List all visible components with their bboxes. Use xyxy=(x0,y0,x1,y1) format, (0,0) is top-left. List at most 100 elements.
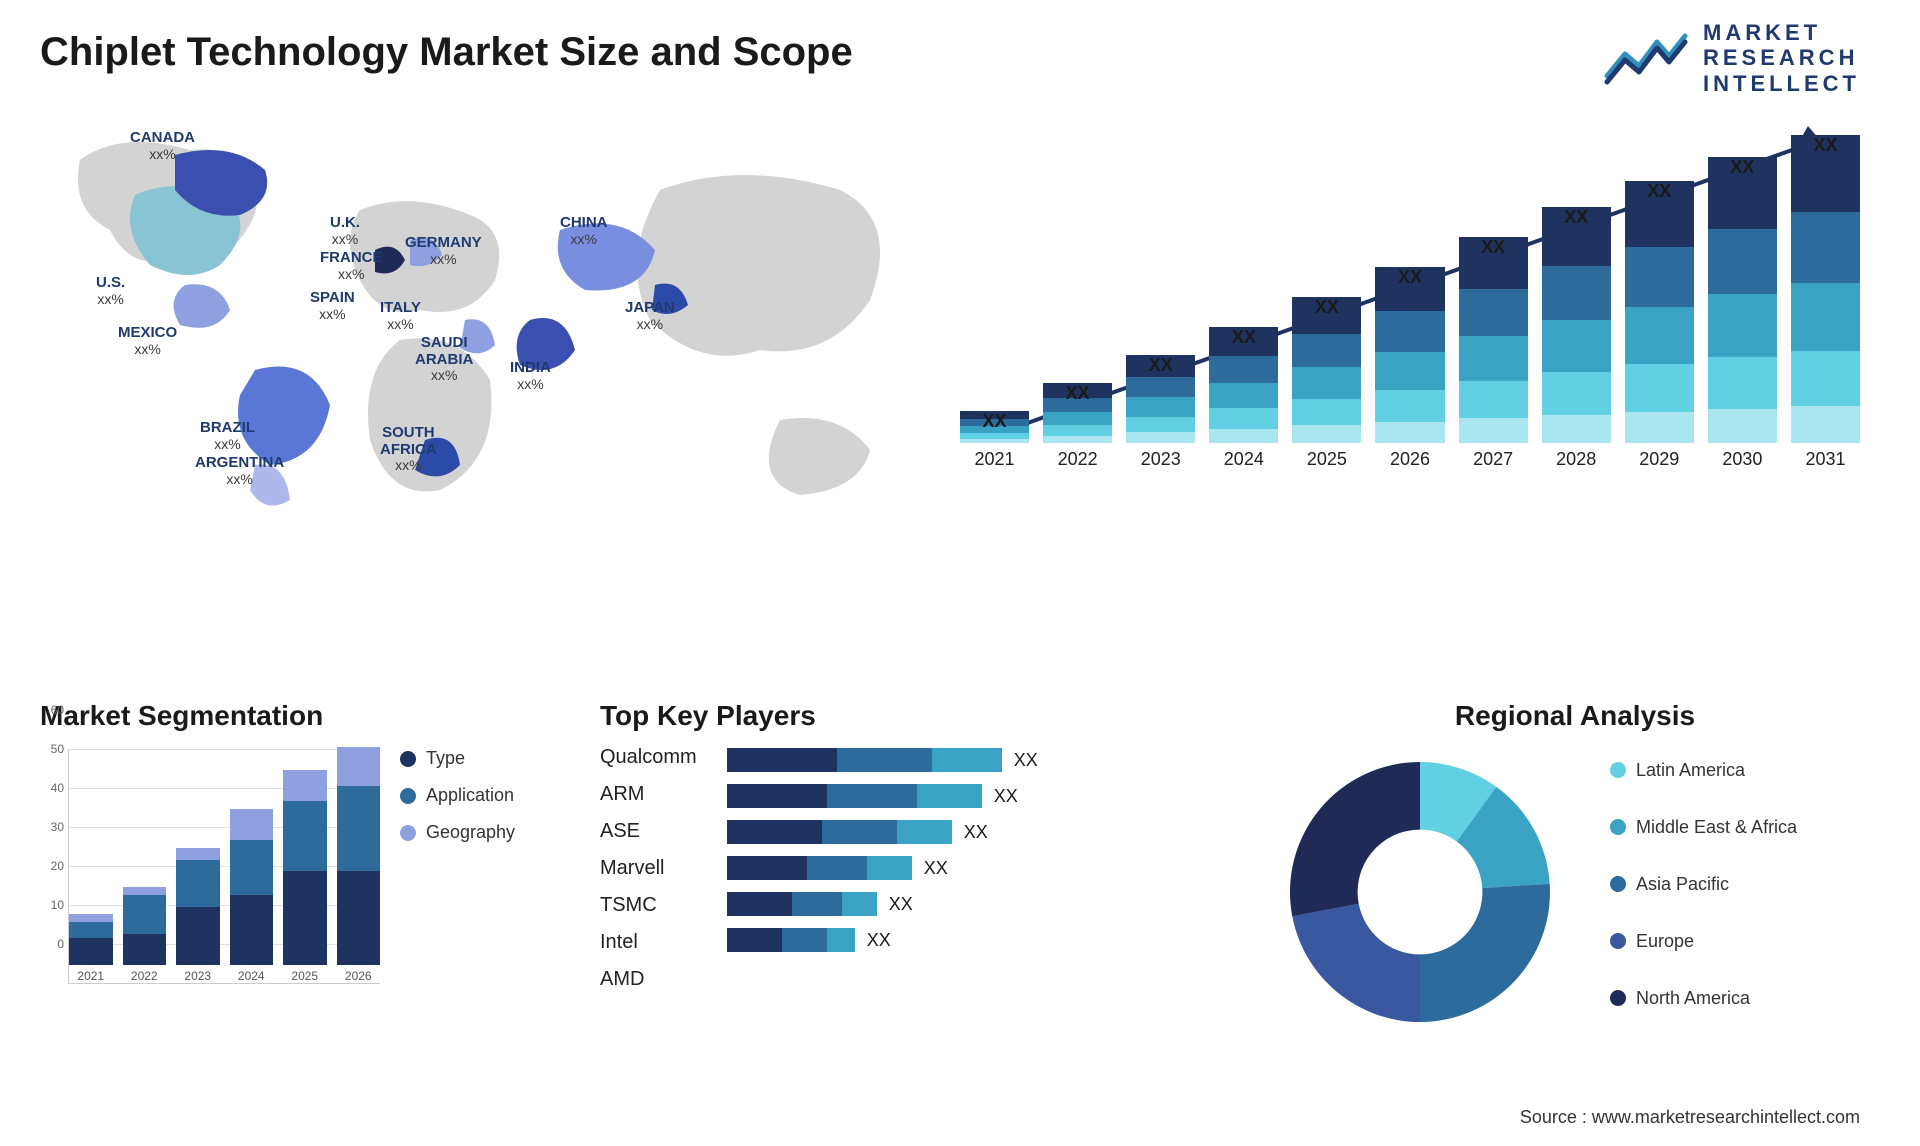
bigbar-2024: XX2024 xyxy=(1209,327,1278,470)
player-name: TSMC xyxy=(600,894,697,917)
bigbar-year: 2031 xyxy=(1805,449,1845,470)
seg-year: 2025 xyxy=(291,969,318,983)
region-section: Regional Analysis Latin America Middle Ea… xyxy=(1270,700,1880,1042)
player-bar-value: XX xyxy=(867,930,891,951)
player-bar-value: XX xyxy=(964,822,988,843)
bigbar-year: 2029 xyxy=(1639,449,1679,470)
map-label-saudi-arabia: SAUDIARABIAxx% xyxy=(415,335,473,385)
seg-year: 2023 xyxy=(184,969,211,983)
legend-label: Type xyxy=(426,748,465,769)
bigbar-2028: XX 2028 xyxy=(1542,207,1611,470)
seg-legend-item: Application xyxy=(400,785,515,806)
region-legend: Latin America Middle East & Africa Asia Pa… xyxy=(1610,760,1797,1025)
market-size-chart: XX2021XX2022XX2023XX2024XX2025XX2026XX20… xyxy=(960,120,1860,500)
map-label-germany: GERMANYxx% xyxy=(405,235,482,268)
bigbar-2022: XX 2022 xyxy=(1043,383,1112,470)
region-legend-item: Middle East & Africa xyxy=(1610,817,1797,838)
map-label-mexico: MEXICOxx% xyxy=(118,325,177,358)
bigbar-year: 2023 xyxy=(1141,449,1181,470)
world-map: CANADAxx% U.S.xx% MEXICOxx% BRAZILxx%ARGENT… xyxy=(40,120,920,520)
logo-icon xyxy=(1603,30,1689,86)
player-bar-value: XX xyxy=(994,786,1018,807)
player-name: Qualcomm xyxy=(600,746,697,769)
map-label-canada: CANADAxx% xyxy=(130,130,195,163)
bigbar-2030: XX 2030 xyxy=(1708,157,1777,470)
player-bar-row: XX xyxy=(727,748,1220,772)
player-bar-row: XX xyxy=(727,784,1220,808)
source-caption: Source : www.marketresearchintellect.com xyxy=(1520,1107,1860,1128)
seg-year: 2022 xyxy=(131,969,158,983)
player-bar-row: XX xyxy=(727,820,1220,844)
world-map-svg xyxy=(40,120,920,520)
map-label-south-africa: SOUTHAFRICAxx% xyxy=(380,425,437,475)
bigbar-2025: XX2025 xyxy=(1292,297,1361,470)
map-label-italy: ITALYxx% xyxy=(380,300,421,333)
legend-label: North America xyxy=(1636,988,1750,1009)
players-list: QualcommARMASEMarvellTSMCIntelAMD xyxy=(600,746,697,991)
donut-slice xyxy=(1290,762,1420,916)
page-title: Chiplet Technology Market Size and Scope xyxy=(40,30,853,75)
legend-dot-icon xyxy=(1610,819,1626,835)
legend-dot-icon xyxy=(1610,990,1626,1006)
bigbar-2029: XX2029 xyxy=(1625,181,1694,470)
seg-ytick: 60 xyxy=(51,703,64,717)
map-label-india: INDIAxx% xyxy=(510,360,551,393)
seg-bar-2021: 2021 xyxy=(69,914,113,983)
donut-slice xyxy=(1420,884,1550,1022)
map-label-argentina: ARGENTINAxx% xyxy=(195,455,284,488)
player-name: ARM xyxy=(600,783,697,806)
region-legend-item: Europe xyxy=(1610,931,1797,952)
bigbar-year: 2021 xyxy=(975,449,1015,470)
map-label-france: FRANCExx% xyxy=(320,250,383,283)
region-title: Regional Analysis xyxy=(1270,700,1880,732)
map-region-mexico xyxy=(174,284,230,328)
segmentation-legend: Type Application Geography xyxy=(400,748,515,859)
map-label-japan: JAPANxx% xyxy=(625,300,675,333)
legend-label: Middle East & Africa xyxy=(1636,817,1797,838)
legend-dot-icon xyxy=(400,788,416,804)
map-label-brazil: BRAZILxx% xyxy=(200,420,255,453)
legend-label: Application xyxy=(426,785,514,806)
bigbar-value: XX xyxy=(1066,383,1090,404)
seg-ytick: 20 xyxy=(51,859,64,873)
logo-line1: MARKET xyxy=(1703,20,1860,45)
player-name: Marvell xyxy=(600,857,697,880)
bigbar-value: XX xyxy=(1813,135,1837,156)
bigbar-year: 2022 xyxy=(1058,449,1098,470)
donut-slice xyxy=(1292,904,1420,1022)
seg-bar-2022: 2022 xyxy=(123,887,167,983)
player-bar-value: XX xyxy=(889,894,913,915)
logo-line3: INTELLECT xyxy=(1703,71,1860,96)
player-bar-value: XX xyxy=(924,858,948,879)
bigbar-year: 2027 xyxy=(1473,449,1513,470)
seg-bar-2024: 2024 xyxy=(230,809,274,983)
player-bar-row: XX xyxy=(727,928,1220,952)
seg-ytick: 0 xyxy=(57,937,64,951)
legend-dot-icon xyxy=(400,825,416,841)
bigbar-2026: XX2026 xyxy=(1375,267,1444,470)
map-label-u-s-: U.S.xx% xyxy=(96,275,125,308)
bigbar-year: 2030 xyxy=(1722,449,1762,470)
bigbar-value: XX xyxy=(1730,157,1754,178)
bigbar-2031: XX 2031 xyxy=(1791,135,1860,470)
seg-legend-item: Type xyxy=(400,748,515,769)
legend-label: Asia Pacific xyxy=(1636,874,1729,895)
players-title: Top Key Players xyxy=(600,700,1220,732)
legend-dot-icon xyxy=(1610,876,1626,892)
bigbar-year: 2028 xyxy=(1556,449,1596,470)
segmentation-section: Market Segmentation 0102030405060 202120… xyxy=(40,700,560,1010)
map-label-spain: SPAINxx% xyxy=(310,290,355,323)
seg-legend-item: Geography xyxy=(400,822,515,843)
player-bar-row: XX xyxy=(727,856,1220,880)
bigbar-value: XX xyxy=(1149,355,1173,376)
seg-bar-2025: 2025 xyxy=(283,770,327,983)
player-name: ASE xyxy=(600,820,697,843)
legend-label: Latin America xyxy=(1636,760,1745,781)
region-legend-item: Asia Pacific xyxy=(1610,874,1797,895)
seg-ytick: 10 xyxy=(51,898,64,912)
seg-year: 2026 xyxy=(345,969,372,983)
logo-line2: RESEARCH xyxy=(1703,45,1860,70)
bigbar-value: XX xyxy=(1564,207,1588,228)
region-legend-item: Latin America xyxy=(1610,760,1797,781)
player-bar-row: XX xyxy=(727,892,1220,916)
